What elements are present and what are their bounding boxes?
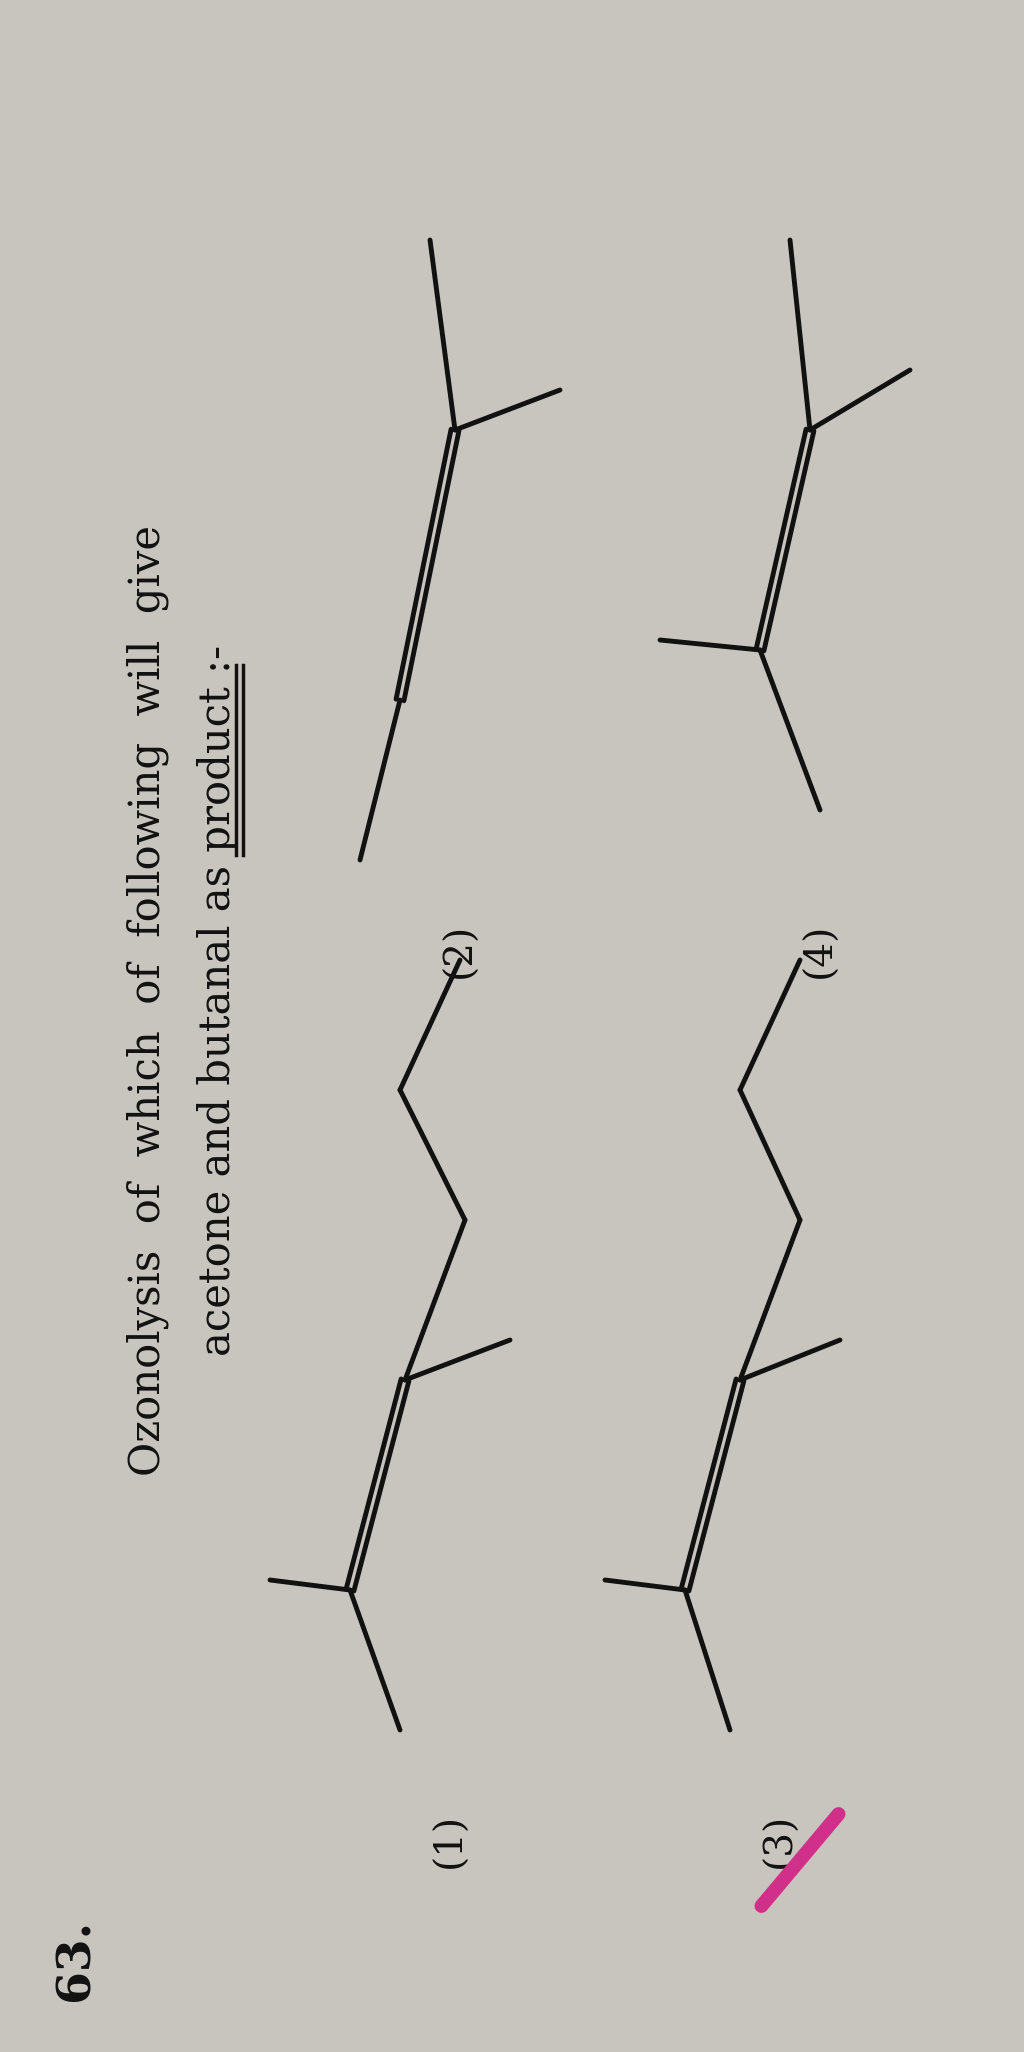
Text: acetone and butanal as product :-: acetone and butanal as product :- [197, 644, 239, 1356]
Text: Ozonolysis  of  which  of  following  will  give: Ozonolysis of which of following will gi… [127, 525, 169, 1475]
Text: (1): (1) [431, 1812, 469, 1867]
Text: (2): (2) [441, 923, 478, 977]
Text: (3): (3) [762, 1812, 799, 1867]
Text: (4): (4) [802, 921, 839, 977]
Text: 63.: 63. [52, 1919, 98, 2001]
